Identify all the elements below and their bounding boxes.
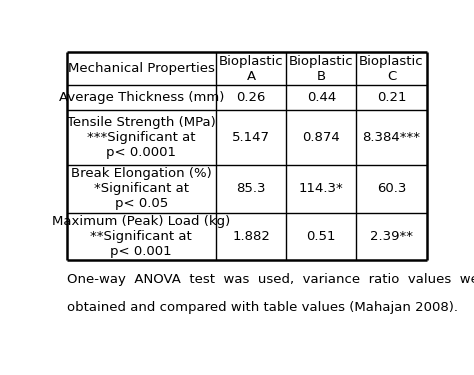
Text: 0.21: 0.21 <box>377 91 406 104</box>
Text: Bioplastic
C: Bioplastic C <box>359 54 424 82</box>
Text: Bioplastic
B: Bioplastic B <box>289 54 354 82</box>
Text: 5.147: 5.147 <box>232 131 270 144</box>
Text: 0.874: 0.874 <box>302 131 340 144</box>
Text: 114.3*: 114.3* <box>299 182 344 195</box>
Text: Mechanical Properties: Mechanical Properties <box>68 62 215 75</box>
Text: 8.384***: 8.384*** <box>363 131 420 144</box>
Text: 0.26: 0.26 <box>237 91 266 104</box>
Text: obtained and compared with table values (Mahajan 2008).: obtained and compared with table values … <box>66 300 457 313</box>
Text: 1.882: 1.882 <box>232 230 270 243</box>
Text: 0.44: 0.44 <box>307 91 336 104</box>
Text: Bioplastic
A: Bioplastic A <box>219 54 283 82</box>
Text: 0.51: 0.51 <box>307 230 336 243</box>
Text: Break Elongation (%)
*Significant at
p< 0.05: Break Elongation (%) *Significant at p< … <box>71 167 212 210</box>
Text: One-way  ANOVA  test  was  used,  variance  ratio  values  were: One-way ANOVA test was used, variance ra… <box>66 273 474 286</box>
Text: Maximum (Peak) Load (kg)
**Significant at
p< 0.001: Maximum (Peak) Load (kg) **Significant a… <box>52 215 230 258</box>
Text: Tensile Strength (MPa)
***Significant at
p< 0.0001: Tensile Strength (MPa) ***Significant at… <box>67 116 216 159</box>
Text: Average Thickness (mm): Average Thickness (mm) <box>59 91 224 104</box>
Text: 2.39**: 2.39** <box>370 230 413 243</box>
Text: 60.3: 60.3 <box>377 182 406 195</box>
Text: 85.3: 85.3 <box>237 182 266 195</box>
